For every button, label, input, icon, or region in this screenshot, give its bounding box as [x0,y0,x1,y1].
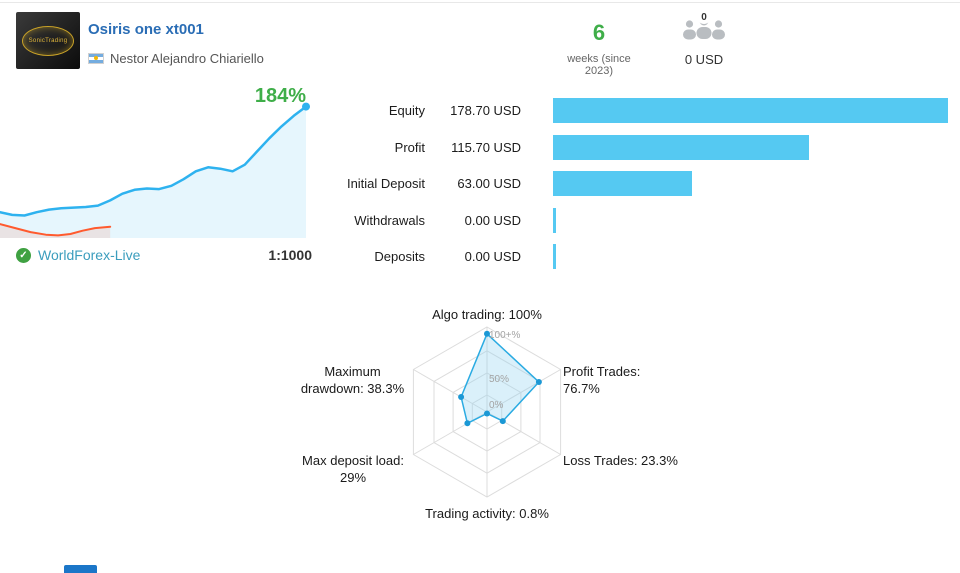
stat-label: Equity [388,103,425,118]
growth-percent: 184% [254,85,306,107]
leverage-value: 1:1000 [268,247,312,263]
stat-bar-track [553,98,948,123]
stats-row-profit: Profit 115.70 USD [330,134,948,160]
stat-label: Withdrawals [354,212,425,228]
stat-label: Initial Deposit [346,176,425,192]
avatar-logo: SonicTrading [22,25,74,56]
stat-value: 0.00 USD [464,249,521,265]
stats-row-initial-deposit: Initial Deposit 63.00 USD [330,171,948,197]
growth-line-chart [0,102,310,238]
radar-label-loss-trades: Loss Trades: 23.3% [563,453,678,468]
radar-label-line: drawdown: 38.3% [300,381,405,396]
subscribers-count-badge: 0 [697,11,711,24]
radar-label-max-deposit-load: Max deposit load: 29% [300,452,406,486]
broker-name[interactable]: WorldForex-Live [38,247,141,263]
stats-row-withdrawals: Withdrawals 0.00 USD [330,207,948,233]
stat-value: 115.70 USD [451,139,521,155]
stat-bar [553,134,809,160]
stats-row-equity: Equity 178.70 USD [330,98,948,123]
stats-row-deposits: Deposits 0.00 USD [330,244,948,270]
stat-bar [553,98,948,123]
radar-ring-label-50: 50% [489,374,509,385]
stats-table: Equity 178.70 USD Profit 115.70 USD Init… [330,98,948,281]
weeks-box: 6 weeks (since 2023) [553,20,645,77]
author-name[interactable]: Nestor Alejandro Chiariello [110,50,264,66]
stat-bar-track [553,134,948,160]
stat-value: 0.00 USD [464,212,521,228]
stat-bar-track [553,207,948,233]
avatar-logo-text: SonicTrading [28,37,68,44]
avatar: SonicTrading [16,12,80,69]
radar-label-line: 29% [339,470,367,485]
stat-bar-track [553,244,948,270]
partial-button[interactable] [64,565,97,573]
top-divider [0,2,960,3]
radar-ring-label-0: 0% [489,400,504,411]
stat-bar [553,207,556,233]
stat-bar [553,244,556,270]
signal-title[interactable]: Osiris one xt001 [88,21,204,38]
author-row: Nestor Alejandro Chiariello [88,50,264,66]
verified-check-icon: ✓ [16,247,31,263]
radar-label-profit-trades: Profit Trades: 76.7% [563,363,683,397]
subscribers-funds: 0 USD [684,52,724,67]
radar-label-line: Max deposit load: [302,453,404,468]
radar-label-line: Maximum [324,364,381,379]
radar-label-trading-activity: Trading activity: 0.8% [425,506,549,521]
radar-label-line: Profit Trades: [563,364,641,379]
weeks-count: 6 [592,20,606,45]
stat-label: Deposits [374,249,425,265]
stat-bar-track [553,171,948,197]
subscribers-box: 0 0 USD [664,11,744,67]
people-icon [683,16,725,40]
radar-ring-label-100: 100+% [489,330,521,341]
subscribers-icon: 0 [681,11,727,46]
stat-label: Profit [394,139,425,155]
argentina-flag-icon [88,52,104,64]
stat-value: 63.00 USD [457,176,521,192]
radar-chart: 100+% 50% 0% [412,326,562,498]
radar-label-algo-trading: Algo trading: 100% [432,307,542,322]
radar-label-line: 76.7% [563,381,600,396]
broker-row: ✓ WorldForex-Live 1:1000 [16,246,312,264]
stat-value: 178.70 USD [450,103,521,118]
stat-bar [553,171,692,197]
radar-label-maximum-drawdown: Maximum drawdown: 38.3% [299,363,406,397]
weeks-label: weeks (since 2023) [567,53,631,77]
